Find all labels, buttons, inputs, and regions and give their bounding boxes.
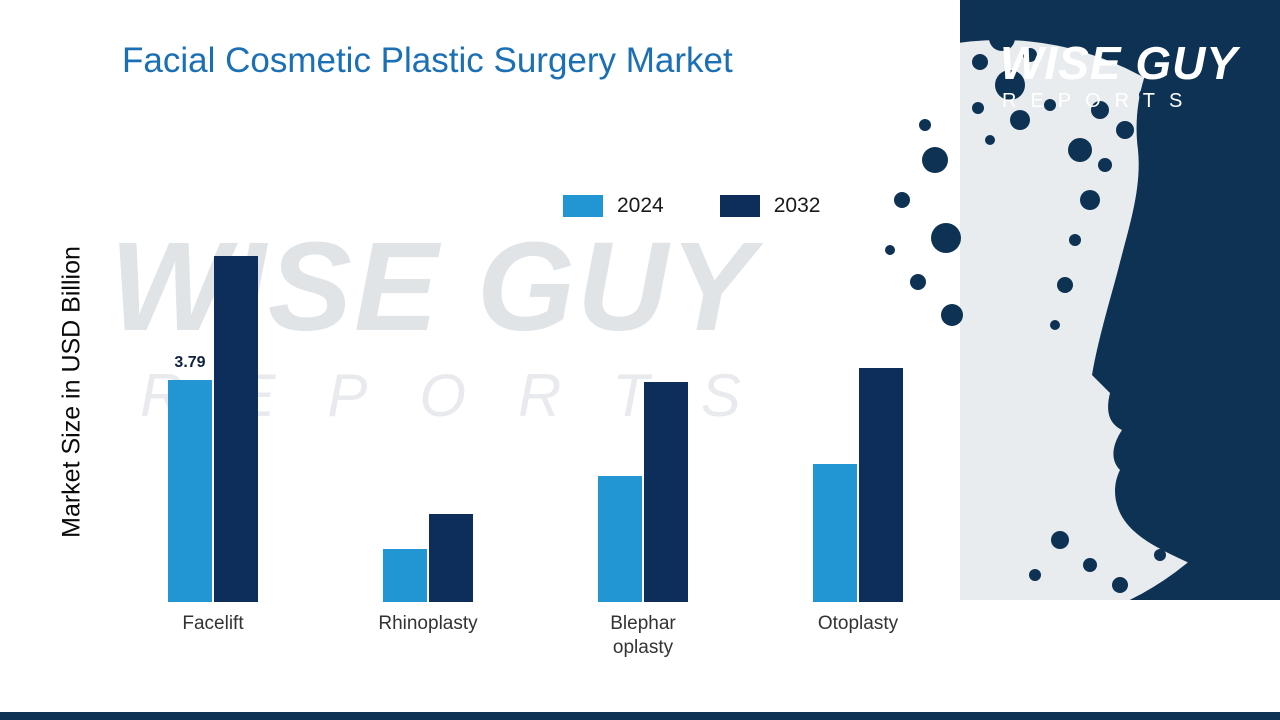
value-label-3.79: 3.79	[174, 354, 206, 371]
legend-swatch-2024	[563, 195, 603, 217]
chart-legend: 2024 2032	[563, 194, 820, 218]
bar-group-otoplasty	[813, 368, 903, 602]
bar-group-facelift	[168, 256, 258, 602]
legend-item-2024: 2024	[563, 194, 664, 218]
brand-logo-subname: REPORTS	[1002, 90, 1197, 112]
page-title: Facial Cosmetic Plastic Surgery Market	[122, 41, 733, 80]
bar-blepharoplasty-2032	[644, 382, 688, 602]
bar-otoplasty-2024	[813, 464, 857, 602]
bottom-accent-bar	[0, 712, 1280, 720]
bar-facelift-2024	[168, 380, 212, 602]
bar-facelift-2032	[214, 256, 258, 602]
bar-group-blepharoplasty	[598, 382, 688, 602]
bar-otoplasty-2032	[859, 368, 903, 602]
brand-logo-name: WISE GUY	[1000, 37, 1239, 89]
legend-label-2032: 2032	[773, 194, 821, 217]
category-label-otoplasty: Otoplasty	[817, 613, 899, 634]
bar-blepharoplasty-2024	[598, 476, 642, 602]
bar-rhinoplasty-2024	[383, 549, 427, 602]
legend-item-2032: 2032	[719, 194, 821, 218]
brand-logo: WISE GUY REPORTS	[1000, 40, 1238, 113]
bar-rhinoplasty-2032	[429, 514, 473, 602]
brand-decoration-graphic	[885, 0, 1280, 600]
legend-label-2024: 2024	[617, 194, 664, 217]
legend-swatch-2032	[719, 195, 760, 217]
bar-group-rhinoplasty	[383, 514, 473, 602]
category-label-blepharoplasty: Blephar oplasty	[610, 613, 676, 658]
category-label-facelift: Facelift	[182, 613, 244, 634]
category-label-rhinoplasty: Rhinoplasty	[378, 613, 478, 634]
